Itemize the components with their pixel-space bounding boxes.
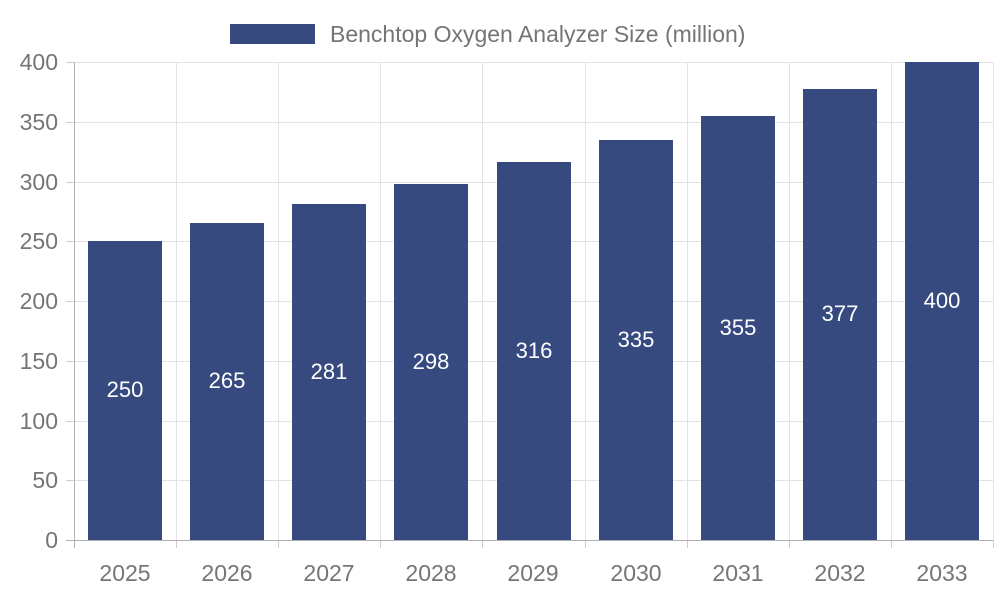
x-gridline [585,62,586,540]
x-tick-label: 2030 [610,560,662,586]
x-gridline [891,62,892,540]
bar-2029[interactable]: 316 [497,162,571,540]
bar-2028[interactable]: 298 [394,184,468,540]
x-tick-mark [380,540,381,548]
bar-value-label: 298 [412,349,450,374]
x-gridline [278,62,279,540]
x-tick-label: 2031 [712,560,764,586]
y-gridline [74,62,993,63]
x-axis-line [74,540,993,541]
y-tick-mark [66,480,74,481]
x-tick-label: 2029 [507,560,559,586]
bar-value-label: 335 [617,327,655,352]
x-tick-label: 2027 [303,560,355,586]
y-tick-label: 300 [19,169,58,195]
bar-2026[interactable]: 265 [190,223,264,540]
x-gridline [176,62,177,540]
bar-2030[interactable]: 335 [599,140,673,540]
chart-legend-item[interactable]: Benchtop Oxygen Analyzer Size (million) [230,21,746,47]
x-tick-label: 2026 [201,560,253,586]
x-gridline [993,62,994,540]
y-tick-label: 250 [19,228,58,254]
bar-value-label: 400 [923,288,961,313]
bar-2025[interactable]: 250 [88,241,162,540]
bar-2033[interactable]: 400 [905,62,979,540]
x-tick-mark [891,540,892,548]
y-tick-mark [66,122,74,123]
bar-value-label: 355 [719,315,757,340]
legend-label: Benchtop Oxygen Analyzer Size (million) [330,21,746,47]
x-tick-label: 2032 [814,560,866,586]
y-tick-mark [66,62,74,63]
bar-value-label: 316 [515,338,553,363]
x-tick-mark [993,540,994,548]
x-tick-mark [789,540,790,548]
y-axis-line [74,62,75,540]
y-gridline [74,122,993,123]
bar-value-label: 265 [208,368,246,393]
x-tick-mark [74,540,75,548]
x-gridline [482,62,483,540]
y-tick-label: 100 [19,408,58,434]
bar-value-label: 377 [821,301,859,326]
x-tick-mark [278,540,279,548]
bar-value-label: 281 [310,359,348,384]
x-tick-mark [687,540,688,548]
y-tick-label: 400 [19,49,58,75]
x-tick-label: 2025 [99,560,151,586]
y-tick-mark [66,301,74,302]
y-tick-mark [66,182,74,183]
x-tick-label: 2033 [916,560,968,586]
bar-value-label: 250 [106,377,144,402]
bar-2027[interactable]: 281 [292,204,366,540]
bar-2032[interactable]: 377 [803,89,877,540]
x-tick-label: 2028 [405,560,457,586]
x-tick-mark [482,540,483,548]
y-tick-label: 150 [19,348,58,374]
y-tick-mark [66,421,74,422]
bar-2031[interactable]: 355 [701,116,775,540]
x-tick-mark [176,540,177,548]
x-gridline [687,62,688,540]
y-tick-mark [66,241,74,242]
x-tick-mark [585,540,586,548]
y-tick-label: 50 [32,467,58,493]
y-tick-mark [66,361,74,362]
y-tick-label: 200 [19,288,58,314]
y-tick-label: 350 [19,109,58,135]
x-gridline [789,62,790,540]
x-gridline [380,62,381,540]
legend-swatch [230,24,315,44]
y-tick-mark [66,540,74,541]
y-tick-label: 0 [45,527,58,553]
